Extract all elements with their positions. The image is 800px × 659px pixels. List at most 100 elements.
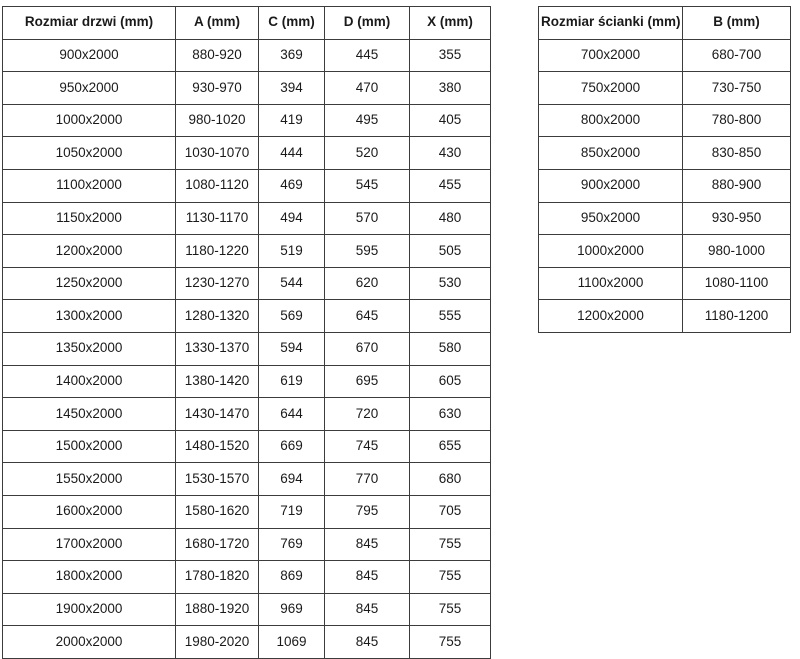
cell-a: 1880-1920: [175, 592, 259, 627]
cell-x: 755: [409, 592, 491, 627]
cell-a: 1280-1320: [175, 299, 259, 333]
cell-wall-size: 850x2000: [538, 136, 683, 170]
cell-c: 644: [258, 397, 325, 431]
cell-c: 969: [258, 592, 325, 627]
cell-b: 930-950: [682, 201, 791, 236]
table-row: 1900x2000 1880-1920 969 845 755: [2, 592, 491, 627]
cell-x: 755: [409, 527, 491, 562]
table-row: 1200x2000 1180-1220 519 595 505: [2, 234, 491, 268]
cell-c: 719: [258, 494, 325, 529]
cell-a: 1230-1270: [175, 266, 259, 301]
door-size-table-head: Rozmiar drzwi (mm) A (mm) C (mm) D (mm) …: [2, 6, 491, 40]
cell-wall-size: 1000x2000: [538, 234, 683, 268]
table-row: 1500x2000 1480-1520 669 745 655: [2, 429, 491, 464]
cell-b: 830-850: [682, 136, 791, 170]
cell-x: 405: [409, 103, 491, 138]
cell-c: 494: [258, 201, 325, 236]
cell-d: 845: [324, 625, 410, 659]
cell-x: 630: [409, 397, 491, 431]
column-header-x: X (mm): [409, 6, 491, 40]
cell-a: 1480-1520: [175, 429, 259, 464]
cell-a: 880-920: [175, 38, 259, 73]
cell-wall-size: 950x2000: [538, 201, 683, 236]
table-row: 900x2000 880-920 369 445 355: [2, 38, 491, 73]
column-header-d: D (mm): [324, 6, 410, 40]
page-root: Rozmiar drzwi (mm) A (mm) C (mm) D (mm) …: [2, 6, 791, 659]
door-size-table: Rozmiar drzwi (mm) A (mm) C (mm) D (mm) …: [2, 6, 491, 659]
cell-d: 620: [324, 266, 410, 301]
cell-door-size: 1800x2000: [2, 560, 176, 594]
cell-door-size: 1450x2000: [2, 397, 176, 431]
cell-c: 594: [258, 331, 325, 366]
cell-a: 1380-1420: [175, 364, 259, 399]
cell-door-size: 1150x2000: [2, 201, 176, 236]
cell-a: 1430-1470: [175, 397, 259, 431]
cell-d: 495: [324, 103, 410, 138]
cell-door-size: 1100x2000: [2, 168, 176, 203]
cell-x: 655: [409, 429, 491, 464]
cell-d: 745: [324, 429, 410, 464]
cell-d: 770: [324, 462, 410, 496]
cell-x: 380: [409, 71, 491, 105]
cell-c: 869: [258, 560, 325, 594]
cell-c: 419: [258, 103, 325, 138]
cell-c: 394: [258, 71, 325, 105]
wall-size-table-head: Rozmiar ścianki (mm) B (mm): [538, 6, 791, 40]
table-row: 2000x2000 1980-2020 1069 845 755: [2, 625, 491, 659]
cell-c: 444: [258, 136, 325, 170]
cell-b: 730-750: [682, 71, 791, 105]
table-row: 1550x2000 1530-1570 694 770 680: [2, 462, 491, 496]
cell-wall-size: 1100x2000: [538, 266, 683, 301]
table-header-row: Rozmiar ścianki (mm) B (mm): [538, 6, 791, 40]
cell-door-size: 1050x2000: [2, 136, 176, 170]
cell-a: 1080-1120: [175, 168, 259, 203]
cell-d: 445: [324, 38, 410, 73]
cell-d: 520: [324, 136, 410, 170]
table-row: 1600x2000 1580-1620 719 795 705: [2, 494, 491, 529]
cell-d: 845: [324, 592, 410, 627]
cell-d: 545: [324, 168, 410, 203]
cell-x: 705: [409, 494, 491, 529]
cell-x: 355: [409, 38, 491, 73]
cell-d: 570: [324, 201, 410, 236]
table-row: 950x2000 930-970 394 470 380: [2, 71, 491, 105]
cell-c: 544: [258, 266, 325, 301]
cell-door-size: 1700x2000: [2, 527, 176, 562]
column-header-a: A (mm): [175, 6, 259, 40]
cell-a: 1580-1620: [175, 494, 259, 529]
cell-x: 755: [409, 560, 491, 594]
cell-door-size: 1900x2000: [2, 592, 176, 627]
cell-door-size: 1250x2000: [2, 266, 176, 301]
table-row: 1450x2000 1430-1470 644 720 630: [2, 397, 491, 431]
cell-d: 645: [324, 299, 410, 333]
table-row: 1400x2000 1380-1420 619 695 605: [2, 364, 491, 399]
cell-x: 505: [409, 234, 491, 268]
cell-door-size: 1000x2000: [2, 103, 176, 138]
cell-x: 530: [409, 266, 491, 301]
cell-a: 1780-1820: [175, 560, 259, 594]
cell-x: 580: [409, 331, 491, 366]
cell-c: 669: [258, 429, 325, 464]
cell-x: 680: [409, 462, 491, 496]
column-header-door-size: Rozmiar drzwi (mm): [2, 6, 176, 40]
cell-b: 780-800: [682, 103, 791, 138]
cell-wall-size: 750x2000: [538, 71, 683, 105]
cell-c: 619: [258, 364, 325, 399]
cell-wall-size: 800x2000: [538, 103, 683, 138]
cell-c: 569: [258, 299, 325, 333]
cell-d: 470: [324, 71, 410, 105]
cell-b: 980-1000: [682, 234, 791, 268]
cell-x: 555: [409, 299, 491, 333]
cell-a: 1530-1570: [175, 462, 259, 496]
table-row: 900x2000 880-900: [538, 168, 791, 203]
table-row: 950x2000 930-950: [538, 201, 791, 236]
table-row: 1100x2000 1080-1120 469 545 455: [2, 168, 491, 203]
cell-c: 469: [258, 168, 325, 203]
table-row: 1200x2000 1180-1200: [538, 299, 791, 333]
cell-x: 480: [409, 201, 491, 236]
cell-c: 519: [258, 234, 325, 268]
cell-d: 720: [324, 397, 410, 431]
cell-c: 694: [258, 462, 325, 496]
cell-a: 1180-1220: [175, 234, 259, 268]
cell-x: 430: [409, 136, 491, 170]
